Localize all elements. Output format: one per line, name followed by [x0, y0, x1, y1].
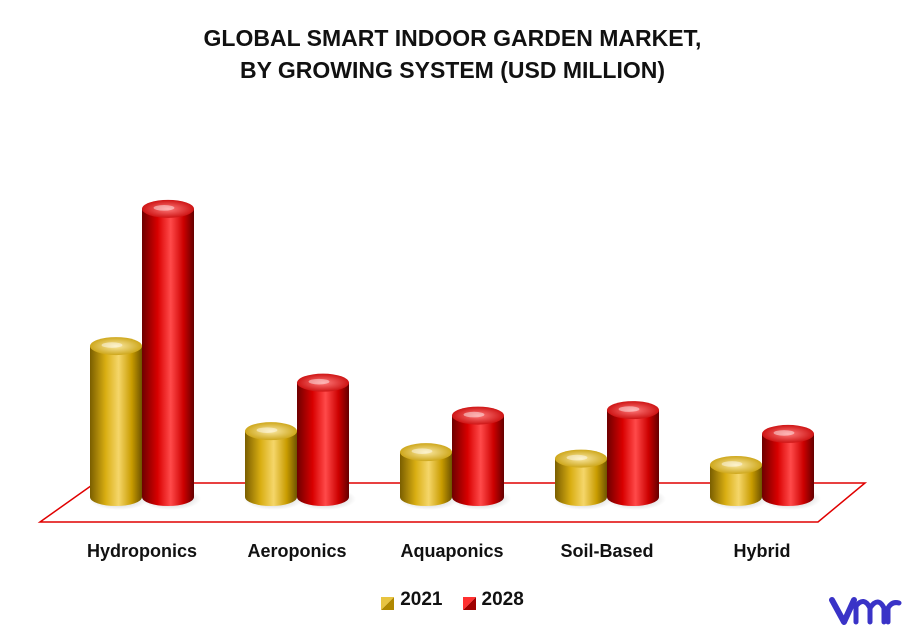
bar-hydroponics-2028 — [141, 199, 201, 510]
bar-aquaponics-2021 — [399, 443, 459, 510]
legend-item-2028: 2028 — [462, 589, 524, 611]
bar-aeroponics-2028 — [296, 373, 356, 510]
legend-item-2021: 2021 — [381, 589, 443, 611]
category-label-hybrid: Hybrid — [733, 541, 790, 561]
category-label-aeroponics: Aeroponics — [247, 541, 346, 561]
bar-hydroponics-2021 — [89, 337, 149, 510]
bar-soil-based-2021 — [554, 449, 614, 510]
legend-label-2021: 2021 — [400, 589, 443, 610]
legend-swatch-2021 — [381, 594, 395, 610]
category-label-hydroponics: Hydroponics — [87, 541, 197, 561]
bars-layer — [89, 199, 821, 510]
chart-title-line1: GLOBAL SMART INDOOR GARDEN MARKET, — [203, 25, 702, 51]
category-label-aquaponics: Aquaponics — [400, 541, 503, 561]
category-labels: Hydroponics Aeroponics Aquaponics Soil-Base… — [87, 541, 791, 561]
bar-aeroponics-2021 — [244, 422, 304, 510]
legend: 2021 2028 — [0, 589, 905, 611]
bar-aquaponics-2028 — [451, 406, 511, 510]
bar-hybrid-2028 — [761, 424, 821, 510]
vmr-logo-icon — [829, 597, 902, 625]
category-label-soil-based: Soil-Based — [560, 541, 653, 561]
bar-hybrid-2021 — [709, 455, 769, 510]
bar-soil-based-2028 — [606, 401, 666, 510]
legend-label-2028: 2028 — [481, 589, 524, 610]
legend-swatch-2028 — [462, 594, 476, 610]
chart-title-line2: BY GROWING SYSTEM (USD MILLION) — [239, 57, 666, 83]
chart-title: GLOBAL SMART INDOOR GARDEN MARKET, BY GR… — [0, 22, 905, 86]
